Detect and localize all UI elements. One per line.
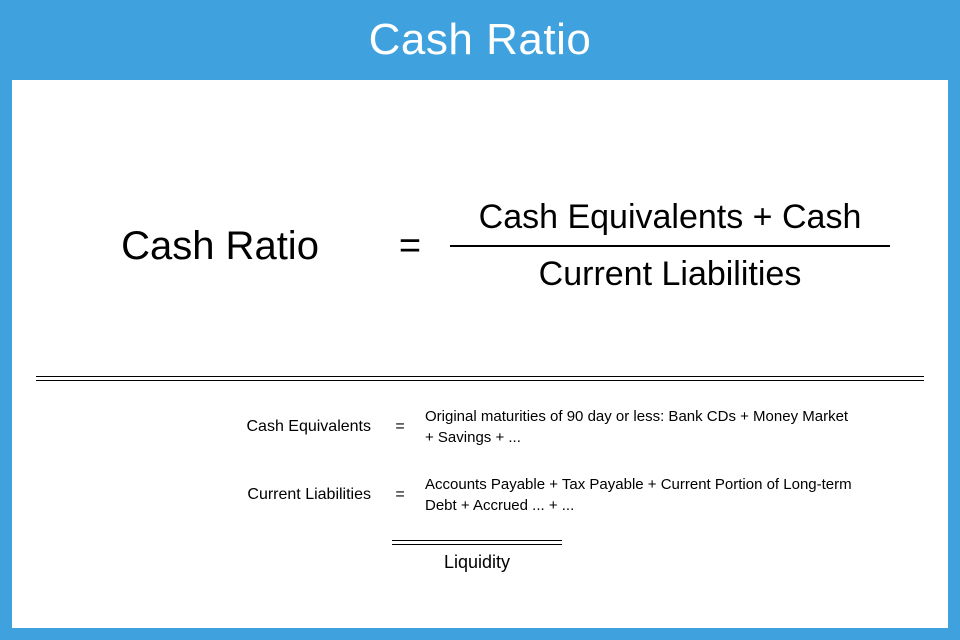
definition-term: Current Liabilities xyxy=(105,486,385,504)
definition-value: Original maturities of 90 day or less: B… xyxy=(415,406,855,448)
main-formula: Cash Ratio = Cash Equivalents + Cash Cur… xyxy=(12,190,948,302)
definition-row: Current Liabilities = Accounts Payable +… xyxy=(12,474,948,516)
category-block: Liquidity xyxy=(392,540,562,573)
equals-sign: = xyxy=(385,418,415,436)
title-bar: Cash Ratio xyxy=(0,0,960,80)
definition-term: Cash Equivalents xyxy=(105,418,385,436)
separator-rule-bottom xyxy=(36,380,924,381)
formula-fraction: Cash Equivalents + Cash Current Liabilit… xyxy=(450,190,890,302)
definitions-block: Cash Equivalents = Original maturities o… xyxy=(12,406,948,516)
equals-sign: = xyxy=(370,225,450,268)
category-rule-bottom xyxy=(392,544,562,545)
formula-denominator: Current Liabilities xyxy=(529,247,812,302)
formula-numerator: Cash Equivalents + Cash xyxy=(469,190,872,245)
infographic-frame: Cash Ratio Cash Ratio = Cash Equivalents… xyxy=(0,0,960,640)
page-title: Cash Ratio xyxy=(369,15,592,65)
category-label: Liquidity xyxy=(392,548,562,573)
separator-rule-top xyxy=(36,376,924,377)
category-rule-top xyxy=(392,540,562,541)
formula-lhs: Cash Ratio xyxy=(70,224,370,269)
equals-sign: = xyxy=(385,486,415,504)
definition-value: Accounts Payable + Tax Payable + Current… xyxy=(415,474,855,516)
content-panel: Cash Ratio = Cash Equivalents + Cash Cur… xyxy=(12,80,948,628)
definition-row: Cash Equivalents = Original maturities o… xyxy=(12,406,948,448)
